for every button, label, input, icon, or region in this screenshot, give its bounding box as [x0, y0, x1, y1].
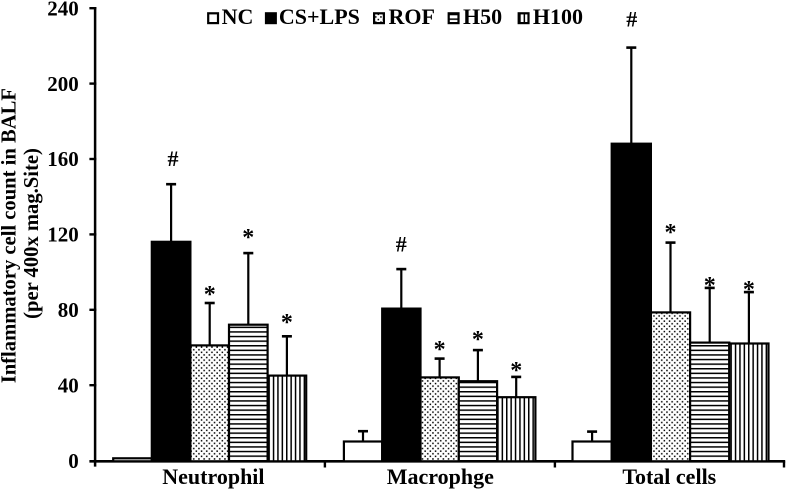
svg-text:*: *: [242, 225, 254, 251]
svg-text:*: *: [510, 358, 522, 384]
svg-text:*: *: [281, 310, 293, 336]
svg-text:ROF: ROF: [389, 4, 435, 29]
svg-text:0: 0: [68, 449, 79, 473]
svg-text:40: 40: [58, 373, 79, 397]
svg-text:CS+LPS: CS+LPS: [279, 4, 360, 29]
svg-text:Inflammatory cell count in BAL: Inflammatory cell count in BALF (per 400…: [0, 84, 43, 384]
svg-text:H50: H50: [463, 4, 502, 29]
svg-text:*: *: [743, 277, 755, 303]
svg-text:*: *: [204, 282, 216, 308]
svg-text:200: 200: [47, 72, 79, 96]
svg-text:Macrophge: Macrophge: [387, 464, 494, 489]
svg-text:Neutrophil: Neutrophil: [162, 464, 264, 489]
svg-text:120: 120: [47, 223, 79, 247]
svg-text:H100: H100: [533, 4, 583, 29]
svg-text:NC: NC: [222, 4, 254, 29]
svg-text:*: *: [665, 220, 677, 246]
svg-text:#: #: [626, 7, 637, 32]
svg-text:#: #: [168, 146, 179, 171]
svg-text:*: *: [704, 273, 716, 299]
svg-text:240: 240: [47, 0, 79, 20]
svg-text:*: *: [472, 327, 484, 353]
svg-text:Total cells: Total cells: [622, 464, 716, 489]
svg-text:80: 80: [58, 298, 79, 322]
svg-text:#: #: [396, 231, 407, 256]
svg-text:*: *: [434, 337, 446, 363]
svg-text:160: 160: [47, 147, 79, 171]
